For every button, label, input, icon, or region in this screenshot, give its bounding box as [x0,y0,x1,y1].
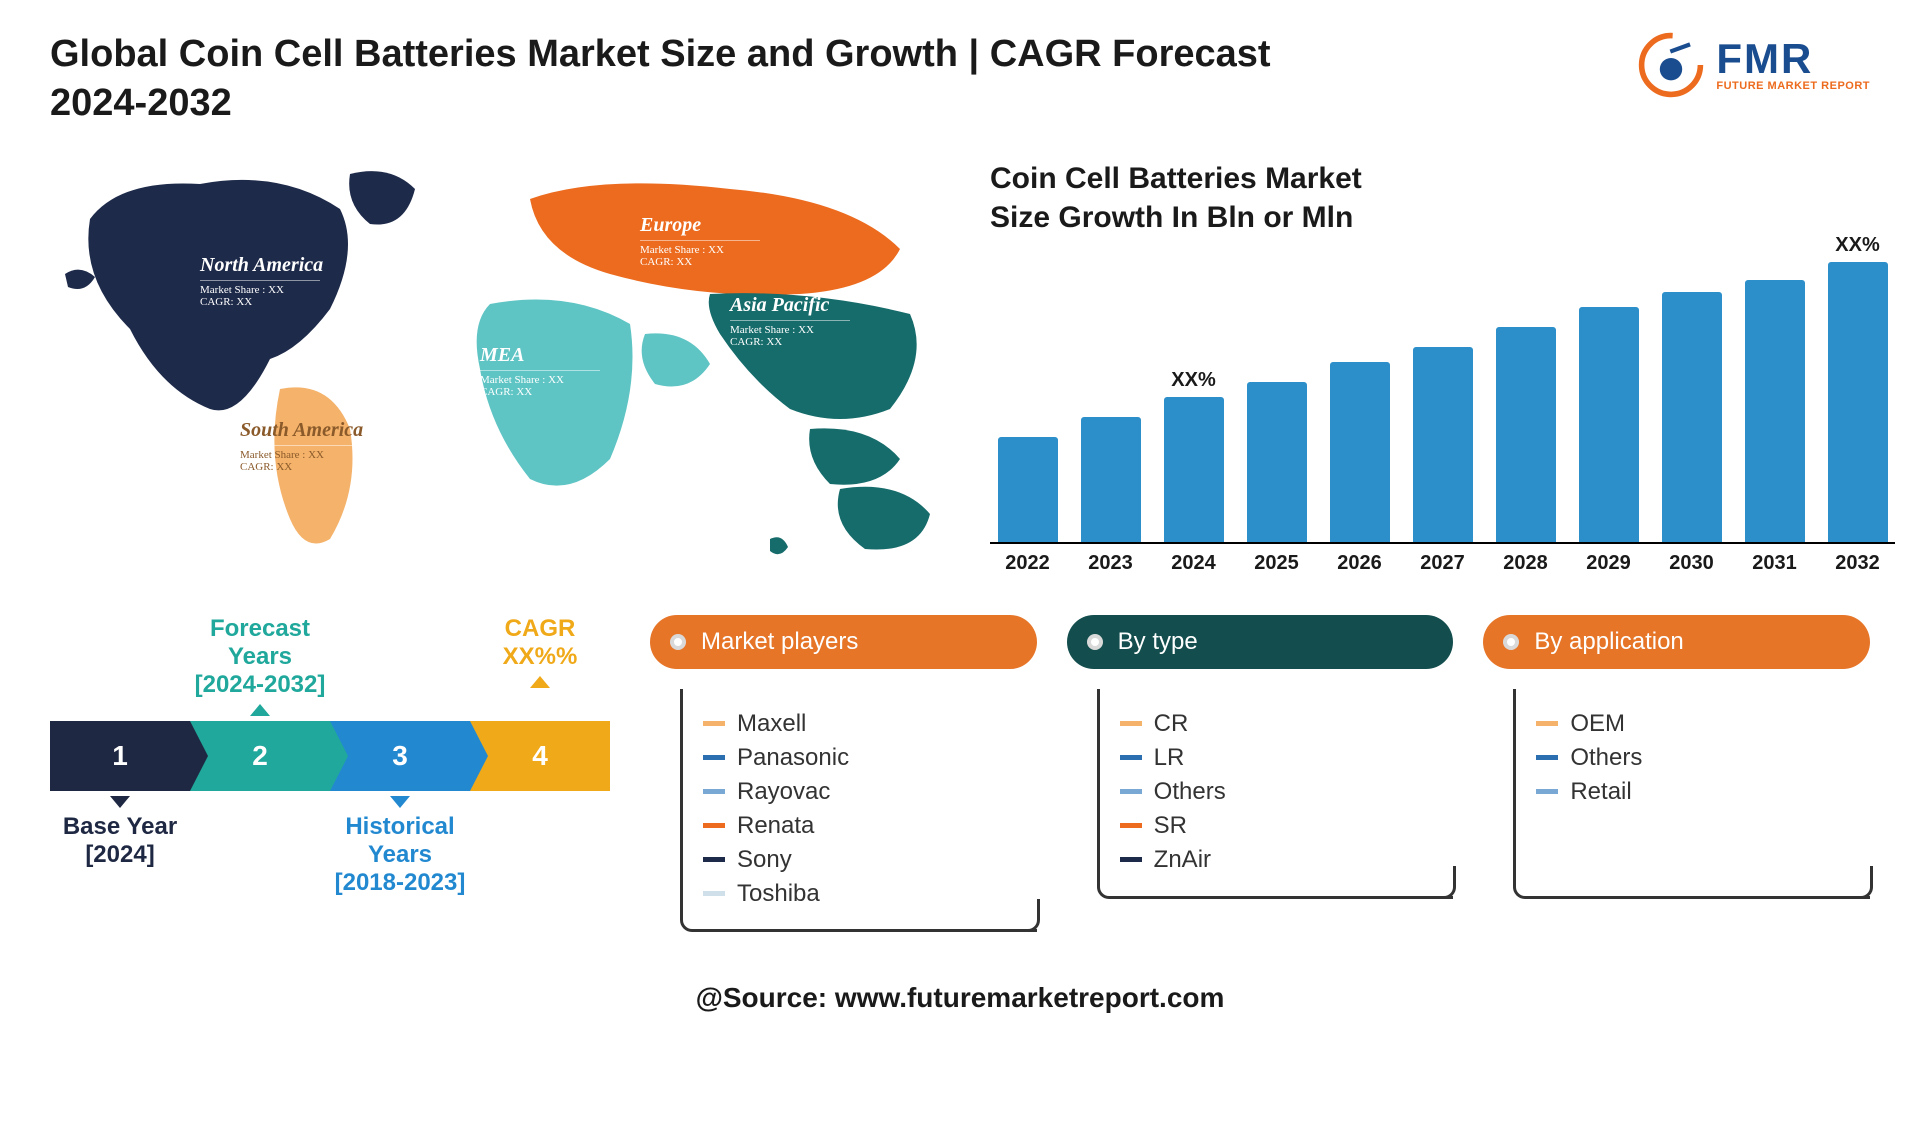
logo-text-sub: FUTURE MARKET REPORT [1716,80,1870,92]
chart-title: Coin Cell Batteries Market Size Growth I… [990,159,1390,237]
list-item: CR [1120,710,1444,738]
bar-column [990,437,1065,542]
list-item: Retail [1536,778,1860,806]
bar-year-label: 2024 [1156,552,1231,575]
logo-icon [1636,30,1706,100]
region-label: Asia PacificMarket Share : XXCAGR: XX [730,294,850,348]
timeline: Forecast Years [2024-2032] CAGR XX%% 1 2… [50,615,610,932]
region-label: North AmericaMarket Share : XXCAGR: XX [200,254,323,308]
world-map: North AmericaMarket Share : XXCAGR: XX So… [50,159,950,559]
forecast-range: [2024-2032] [190,671,330,699]
bar-column: XX% [1156,369,1231,542]
hist-range: [2018-2023] [330,869,470,897]
category-type: By type CR LR Others SR ZnAir [1067,615,1454,932]
list-item: Sony [703,846,1027,874]
bar-column [1239,382,1314,542]
list-item: Others [1536,744,1860,772]
arrow-up-icon [250,704,270,716]
source-text: @Source: www.futuremarketreport.com [50,982,1870,1014]
region-label: MEAMarket Share : XXCAGR: XX [480,344,600,398]
hist-label: Historical Years [345,813,454,868]
list-item: ZnAir [1120,846,1444,874]
timeline-seg-1: 1 [50,721,190,791]
bar-year-label: 2022 [990,552,1065,575]
category-header: By application [1483,615,1870,669]
list-item: Toshiba [703,880,1027,908]
list-item: Maxell [703,710,1027,738]
list-item: OEM [1536,710,1860,738]
arrow-up-icon [530,676,550,688]
bar-column [1405,347,1480,542]
bar-chart: Coin Cell Batteries Market Size Growth I… [990,159,1895,575]
list-item: Renata [703,812,1027,840]
forecast-label: Forecast Years [210,615,310,670]
timeline-seg-3: 3 [330,721,470,791]
bar-year-label: 2025 [1239,552,1314,575]
category-header: By type [1067,615,1454,669]
bar-year-label: 2032 [1820,552,1895,575]
bar-year-label: 2026 [1322,552,1397,575]
bar-column [1488,327,1563,542]
cagr-label: CAGR [505,615,576,642]
list-item: LR [1120,744,1444,772]
logo: FMR FUTURE MARKET REPORT [1636,30,1870,100]
category-players: Market players Maxell Panasonic Rayovac Rena… [650,615,1037,932]
list-item: Panasonic [703,744,1027,772]
region-label: South AmericaMarket Share : XXCAGR: XX [240,419,363,473]
bar-column [1737,280,1812,542]
logo-text-fmr: FMR [1716,38,1870,80]
bar-column [1073,417,1148,542]
bar-year-label: 2023 [1073,552,1148,575]
bar-column [1322,362,1397,542]
arrow-down-icon [390,796,410,808]
bar-column [1571,307,1646,542]
list-item: SR [1120,812,1444,840]
category-header: Market players [650,615,1037,669]
bar-year-label: 2030 [1654,552,1729,575]
bar-year-label: 2031 [1737,552,1812,575]
timeline-seg-4: 4 [470,721,610,791]
bar-year-label: 2027 [1405,552,1480,575]
region-label: EuropeMarket Share : XXCAGR: XX [640,214,760,268]
base-label: Base Year [63,813,177,840]
bar-column: XX% [1820,234,1895,542]
list-item: Others [1120,778,1444,806]
cagr-value: XX%% [470,643,610,671]
page-title: Global Coin Cell Batteries Market Size a… [50,30,1350,129]
timeline-seg-2: 2 [190,721,330,791]
category-application: By application OEM Others Retail [1483,615,1870,932]
list-item: Rayovac [703,778,1027,806]
arrow-down-icon [110,796,130,808]
bar-column [1654,292,1729,542]
bar-year-label: 2029 [1571,552,1646,575]
bar-year-label: 2028 [1488,552,1563,575]
base-range: [2024] [50,841,190,869]
